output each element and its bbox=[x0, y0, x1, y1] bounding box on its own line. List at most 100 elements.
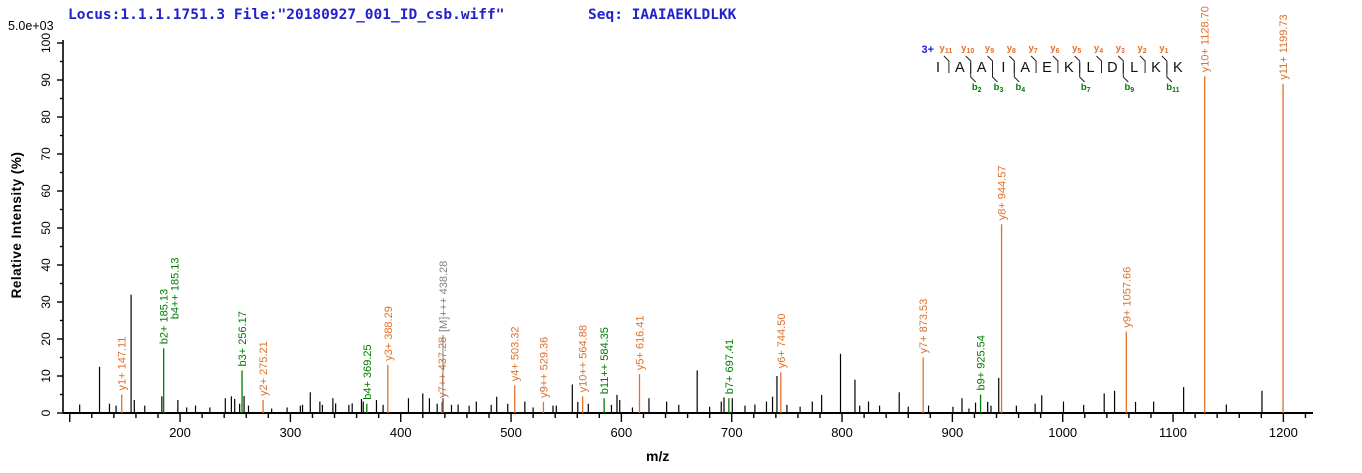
y-ion-mark-label: y11 bbox=[940, 43, 953, 55]
residue-letter: A bbox=[977, 60, 987, 76]
peak-label: b4+ 369.25 bbox=[362, 344, 374, 399]
locus-file-header: Locus:1.1.1.1751.3 File:"20180927_001_ID… bbox=[68, 7, 505, 23]
peak-label: b11++ 584.35 bbox=[599, 327, 611, 394]
residue-letter: K bbox=[1151, 60, 1161, 76]
peak-label: b9+ 925.54 bbox=[976, 335, 988, 390]
svg-text:50: 50 bbox=[39, 221, 53, 235]
residue-letter: D bbox=[1107, 60, 1117, 76]
y-ion-mark-label: y9 bbox=[985, 43, 994, 55]
b-ion-bracket bbox=[1013, 63, 1020, 83]
peak-label: y6+ 744.50 bbox=[776, 314, 788, 369]
svg-text:700: 700 bbox=[721, 425, 743, 440]
y-ion-bracket bbox=[987, 55, 993, 73]
svg-text:80: 80 bbox=[39, 110, 53, 124]
svg-text:1200: 1200 bbox=[1269, 425, 1298, 440]
peak-label: y11+ 1199.73 bbox=[1278, 14, 1290, 79]
y-axis-ticks: 0 10 20 30 40 50 60 70 80 90 100 bbox=[39, 33, 63, 416]
y-ion-bracket bbox=[1096, 55, 1102, 73]
residue-letter: L bbox=[1087, 60, 1095, 76]
peak-label: b7+ 697.41 bbox=[724, 339, 736, 394]
residue-letter: K bbox=[1173, 60, 1183, 76]
residue-letter: I bbox=[1001, 60, 1005, 76]
svg-text:20: 20 bbox=[39, 332, 53, 346]
y-ion-mark-label: y5 bbox=[1072, 43, 1081, 55]
y-ion-bracket bbox=[1074, 55, 1081, 73]
x-axis-title: m/z bbox=[646, 448, 669, 464]
residue-letter: A bbox=[955, 60, 965, 76]
residue-letter: I bbox=[936, 60, 940, 76]
axes bbox=[62, 40, 1313, 414]
peak-label: y9+ 1057.66 bbox=[1121, 267, 1133, 328]
b-ion-bracket bbox=[1079, 63, 1086, 83]
y-ion-mark-label: y8 bbox=[1007, 43, 1016, 55]
precursor-charge-label: 3+ bbox=[921, 44, 934, 56]
y-ion-mark-label: y1 bbox=[1159, 43, 1168, 55]
b-ion-mark-label: b7 bbox=[1081, 82, 1091, 94]
b-ion-mark-label: b2 bbox=[972, 82, 982, 94]
sequence-header: Seq: IAAIAEKLDLKK bbox=[588, 7, 737, 23]
b-ion-bracket bbox=[1166, 63, 1173, 83]
svg-text:500: 500 bbox=[500, 425, 522, 440]
y-ion-bracket bbox=[1052, 55, 1059, 73]
residue-letter: L bbox=[1130, 60, 1138, 76]
y-axis-title: Relative Intensity (%) bbox=[9, 152, 24, 299]
svg-text:60: 60 bbox=[39, 184, 53, 198]
peak-label: y5+ 616.41 bbox=[634, 315, 646, 370]
b-ion-bracket bbox=[970, 63, 977, 83]
y-ion-mark-label: y7 bbox=[1028, 43, 1037, 55]
intensity-scale-note: 5.0e+03 bbox=[8, 19, 54, 33]
peak-label: y1+ 147.11 bbox=[117, 337, 129, 391]
unlabeled-peaks bbox=[79, 294, 1263, 413]
y-ion-mark-label: y2 bbox=[1137, 43, 1146, 55]
svg-text:90: 90 bbox=[39, 73, 53, 87]
residue-letter: K bbox=[1064, 60, 1074, 76]
peak-label: y8+ 944.57 bbox=[997, 166, 1009, 221]
svg-text:1000: 1000 bbox=[1048, 425, 1077, 440]
x-axis-ticks: 200 300 400 500 600 700 800 900 1000 1100 1200 bbox=[69, 414, 1307, 440]
svg-text:200: 200 bbox=[169, 425, 191, 440]
b-ion-mark-label: b9 bbox=[1124, 82, 1134, 94]
y-ion-mark-label: y6 bbox=[1050, 43, 1059, 55]
peak-label: y4+ 503.32 bbox=[510, 327, 522, 382]
residue-letter: A bbox=[1020, 60, 1030, 76]
svg-text:400: 400 bbox=[390, 425, 412, 440]
y-ion-mark-label: y10 bbox=[961, 43, 974, 55]
peak-label: y3+ 388.29 bbox=[383, 306, 395, 361]
b-ion-bracket bbox=[992, 63, 998, 83]
annotated-peaks: y1+ 147.11 b2+ 185.13 b4++ 185.13 b3+ 256.1… bbox=[117, 6, 1290, 413]
y-ion-bracket bbox=[1139, 55, 1146, 73]
peak-label: y7+ 873.53 bbox=[918, 299, 930, 354]
svg-text:10: 10 bbox=[39, 369, 53, 383]
y-ion-bracket bbox=[1117, 55, 1124, 73]
svg-text:70: 70 bbox=[39, 147, 53, 161]
y-ion-bracket bbox=[1161, 55, 1168, 73]
y-ion-bracket bbox=[965, 55, 972, 73]
y-ion-mark-label: y4 bbox=[1094, 43, 1103, 55]
y-ion-bracket bbox=[1008, 55, 1015, 73]
svg-text:1100: 1100 bbox=[1159, 425, 1187, 440]
peak-label: b4++ 185.13 bbox=[170, 257, 182, 319]
svg-text:600: 600 bbox=[611, 425, 633, 440]
y-ion-bracket bbox=[943, 55, 950, 73]
svg-text:30: 30 bbox=[39, 295, 53, 309]
b-ion-bracket bbox=[1122, 63, 1129, 83]
y-ion-bracket bbox=[1030, 55, 1037, 73]
peak-label: y10++ 564.88 bbox=[578, 325, 590, 392]
peak-label: y10+ 1128.70 bbox=[1200, 6, 1212, 72]
b-ion-mark-label: b4 bbox=[1015, 82, 1025, 94]
peak-label: y9++ 529.36 bbox=[538, 337, 550, 398]
svg-text:800: 800 bbox=[831, 425, 853, 440]
b-ion-mark-label: b3 bbox=[994, 82, 1004, 94]
svg-text:40: 40 bbox=[39, 258, 53, 272]
peak-label: b2+ 185.13 bbox=[159, 289, 171, 344]
svg-text:100: 100 bbox=[39, 33, 53, 53]
svg-text:0: 0 bbox=[39, 409, 53, 416]
peak-label: [M]+++ 438.28 bbox=[438, 261, 450, 332]
peak-label: b3+ 256.17 bbox=[237, 311, 249, 366]
b-ion-mark-label: b11 bbox=[1166, 82, 1179, 94]
y-ion-mark-label: y3 bbox=[1116, 43, 1125, 55]
